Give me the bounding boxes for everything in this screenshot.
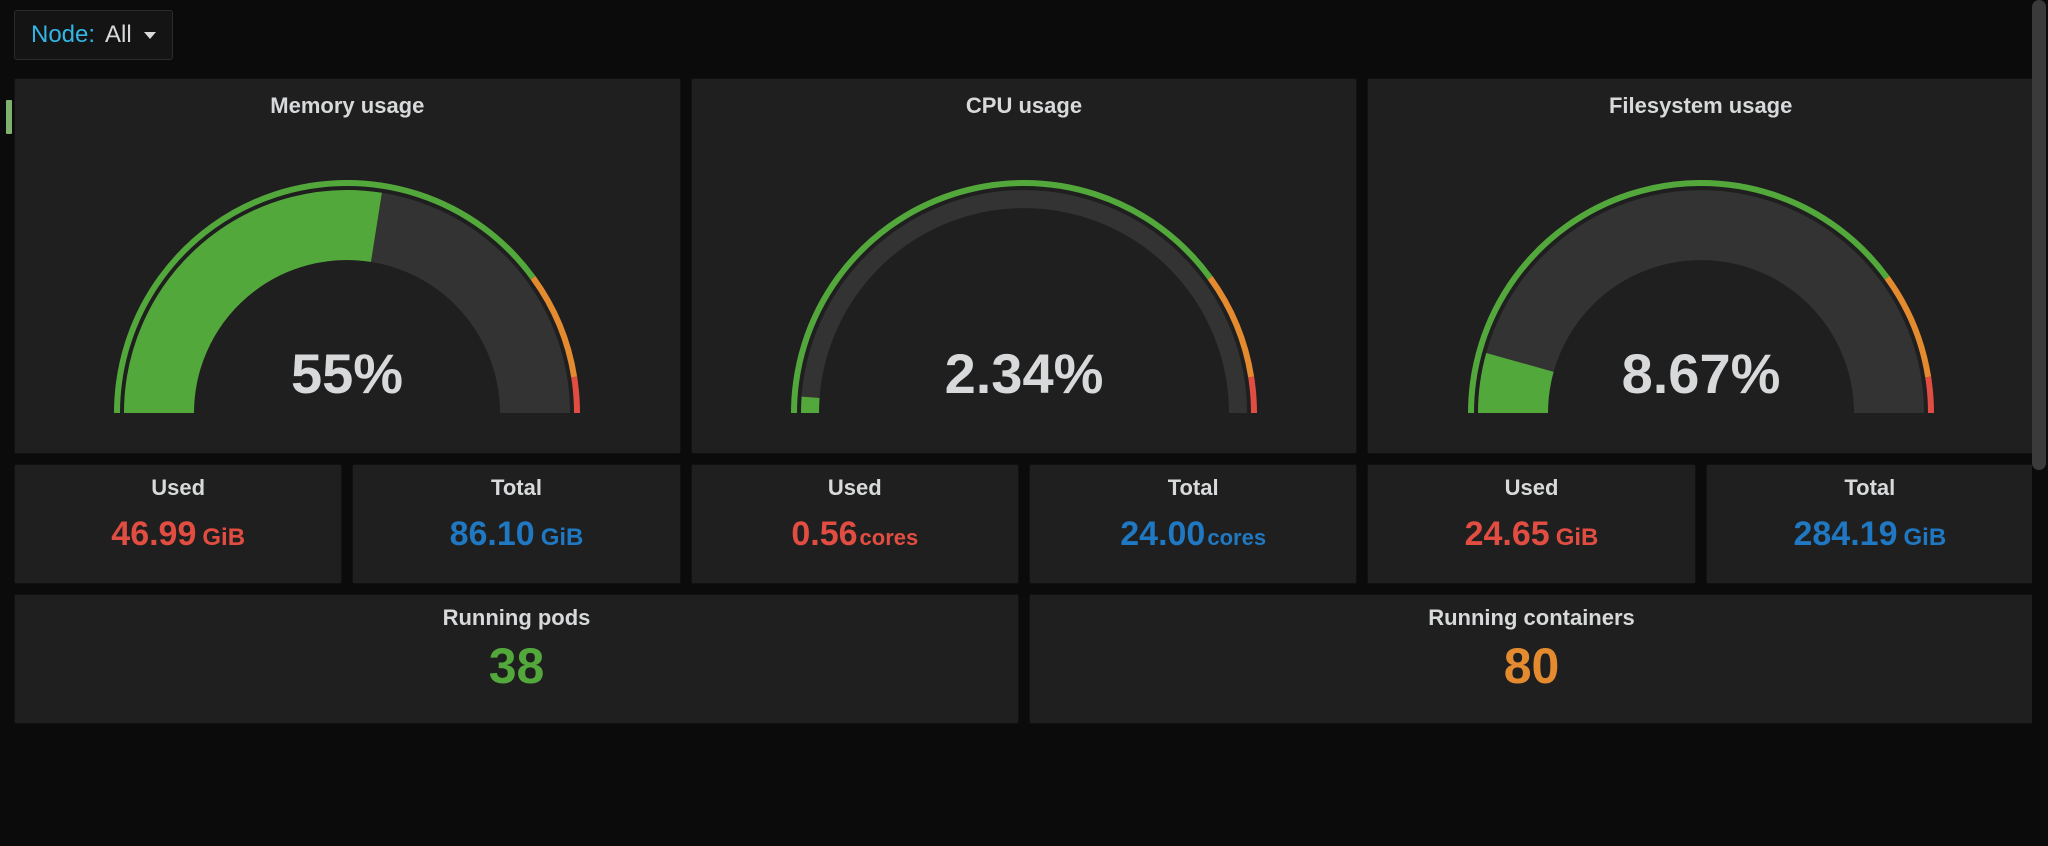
gauge-col-cpu: CPU usage 2.34% Used 0.56cores Total 24.… [691, 78, 1358, 584]
gauge-row: Memory usage 55% Used 46.99GiB Total 86.… [14, 78, 2034, 584]
stat-value: 80 [1030, 631, 2033, 695]
stat-title: Total [1030, 465, 1356, 501]
stat-title: Total [353, 465, 679, 501]
node-selector[interactable]: Node: All [14, 10, 173, 60]
stat-title: Total [1707, 465, 2033, 501]
panel-title: Running pods [15, 595, 1018, 631]
panel-title: Memory usage [15, 79, 680, 123]
node-selector-value: All [105, 21, 132, 49]
memory-gauge: 55% [67, 123, 627, 443]
svg-text:55%: 55% [291, 342, 403, 405]
svg-text:8.67%: 8.67% [1621, 342, 1780, 405]
running-containers-panel: Running containers 80 [1029, 594, 2034, 724]
stat-title: Used [15, 465, 341, 501]
fs-total-panel: Total 284.19GiB [1706, 464, 2034, 584]
counter-row: Running pods 38 Running containers 80 [14, 594, 2034, 724]
running-pods-panel: Running pods 38 [14, 594, 1019, 724]
memory-total-panel: Total 86.10GiB [352, 464, 680, 584]
stat-value: 38 [15, 631, 1018, 695]
cpu-used-panel: Used 0.56cores [691, 464, 1019, 584]
gauge-col-memory: Memory usage 55% Used 46.99GiB Total 86.… [14, 78, 681, 584]
cpu-gauge: 2.34% [744, 123, 1304, 443]
cpu-gauge-panel: CPU usage 2.34% [691, 78, 1358, 454]
memory-gauge-panel: Memory usage 55% [14, 78, 681, 454]
node-selector-label: Node: [31, 21, 95, 49]
cpu-total-panel: Total 24.00cores [1029, 464, 1357, 584]
fs-used-panel: Used 24.65GiB [1367, 464, 1695, 584]
stat-value: 24.65GiB [1368, 501, 1694, 554]
gauge-col-fs: Filesystem usage 8.67% Used 24.65GiB Tot… [1367, 78, 2034, 584]
memory-used-panel: Used 46.99GiB [14, 464, 342, 584]
stat-value: 0.56cores [692, 501, 1018, 554]
chevron-down-icon [144, 32, 156, 39]
stat-title: Used [1368, 465, 1694, 501]
panel-title: CPU usage [692, 79, 1357, 123]
fs-gauge-panel: Filesystem usage 8.67% [1367, 78, 2034, 454]
panel-title: Running containers [1030, 595, 2033, 631]
stat-value: 24.00cores [1030, 501, 1356, 554]
panel-title: Filesystem usage [1368, 79, 2033, 123]
stat-value: 86.10GiB [353, 501, 679, 554]
fs-gauge: 8.67% [1421, 123, 1981, 443]
scrollbar-thumb[interactable] [2032, 0, 2046, 470]
stat-title: Used [692, 465, 1018, 501]
stat-value: 46.99GiB [15, 501, 341, 554]
svg-text:2.34%: 2.34% [945, 342, 1104, 405]
row-marker [6, 100, 12, 134]
stat-value: 284.19GiB [1707, 501, 2033, 554]
